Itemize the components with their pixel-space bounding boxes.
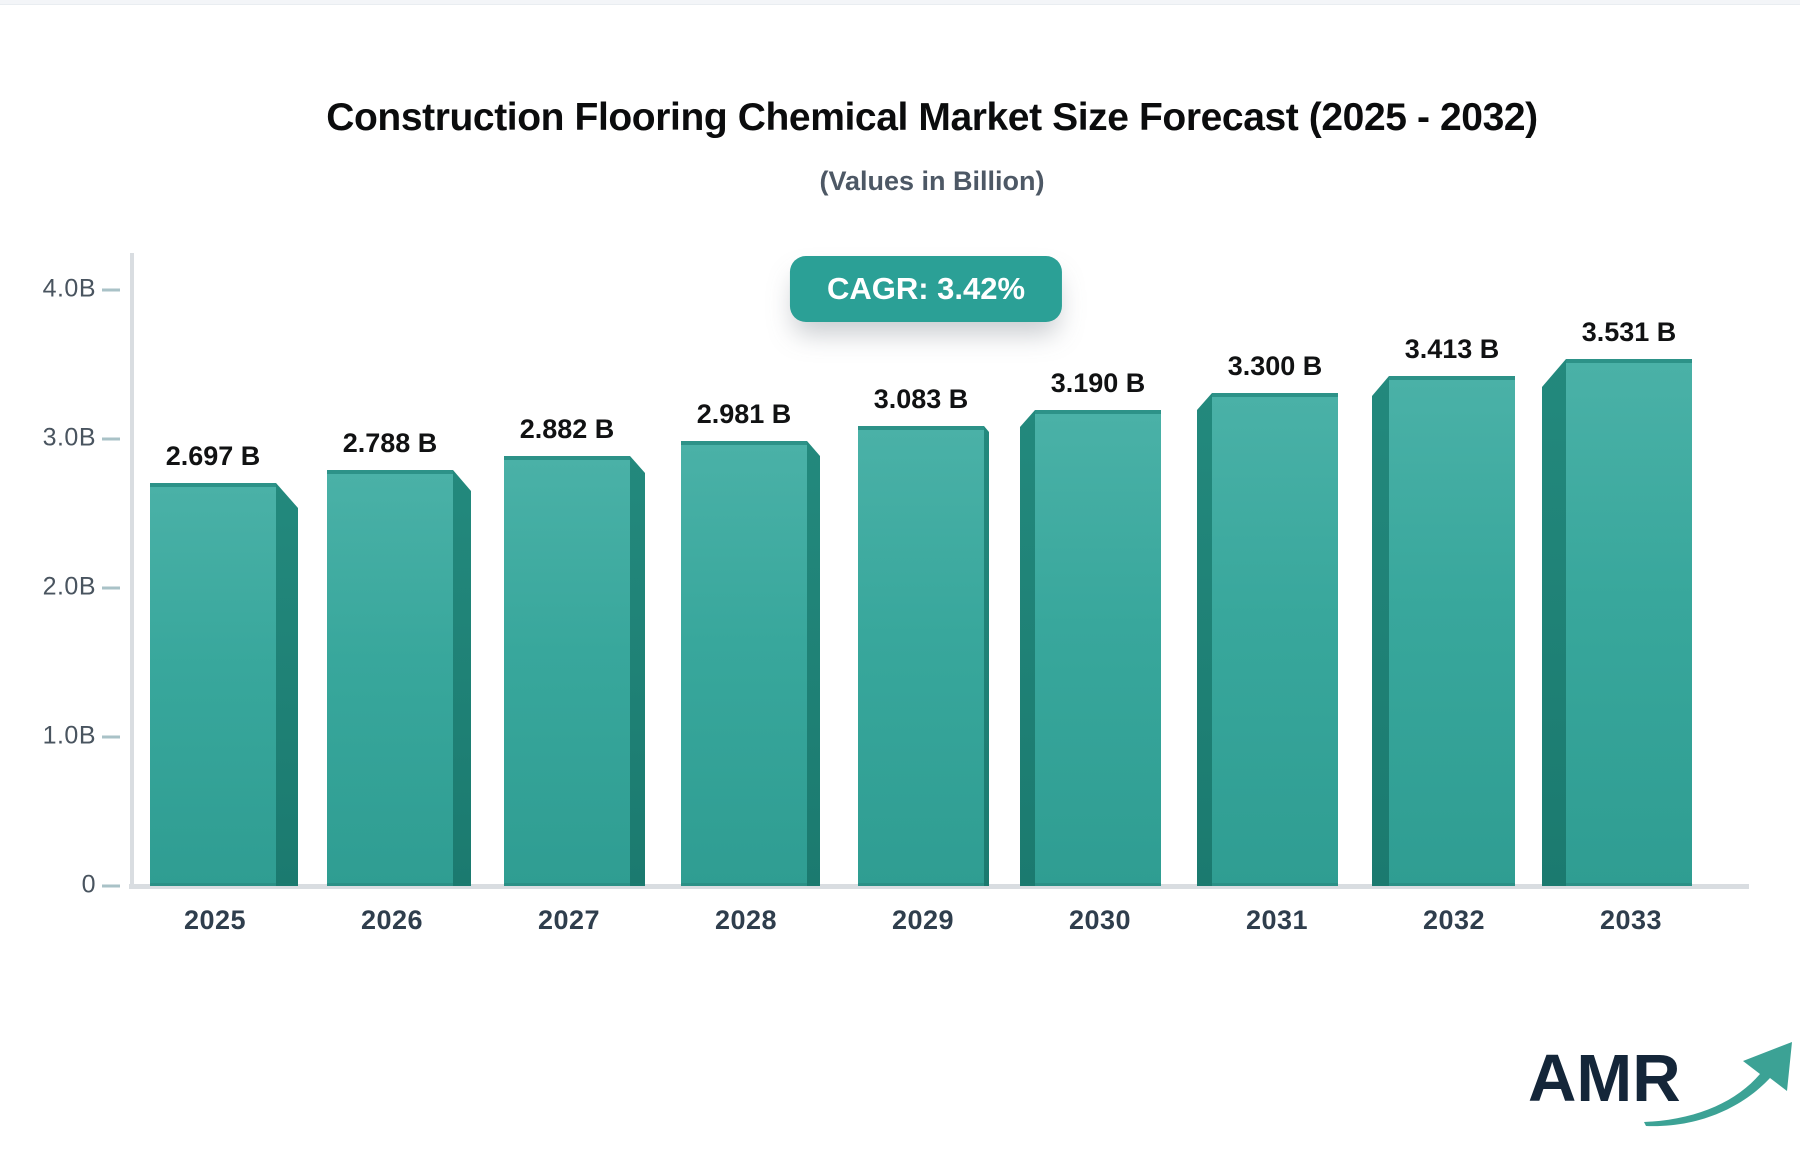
amr-logo: AMR: [1528, 1038, 1792, 1128]
bar-2031: [1212, 393, 1338, 886]
bar-3d-side-2025: [276, 483, 298, 886]
y-axis-tick-mark: [102, 884, 120, 888]
bar-2033: [1566, 359, 1692, 886]
bar-3d-side-2032: [1372, 376, 1389, 886]
x-axis-label-2032: 2032: [1422, 905, 1486, 935]
bar-3d-side-2027: [630, 456, 645, 886]
bar-value-label-2027: 2.882 B: [519, 414, 615, 444]
x-axis-label-2030: 2030: [1068, 905, 1132, 935]
growth-arrow-icon: [1644, 1042, 1792, 1127]
bar-3d-side-2029: [984, 426, 989, 886]
x-axis-label-2031: 2031: [1245, 905, 1309, 935]
bar-2027: [504, 456, 630, 886]
y-axis-tick-label-0: 0: [81, 870, 96, 899]
y-axis-tick-mark: [102, 437, 120, 441]
bar-value-label-2026: 2.788 B: [342, 428, 438, 458]
y-axis-tick-label-3.0B: 3.0B: [42, 423, 96, 452]
x-axis-line: [129, 884, 1749, 889]
x-axis-label-2028: 2028: [714, 905, 778, 935]
bar-2030: [1035, 410, 1161, 886]
y-axis-tick-label-4.0B: 4.0B: [42, 274, 96, 303]
bar-value-label-2032: 3.413 B: [1404, 334, 1500, 364]
bar-2025: [150, 483, 276, 886]
bar-3d-side-2030: [1020, 410, 1035, 886]
y-axis-tick-mark: [102, 586, 120, 590]
bar-3d-side-2028: [807, 441, 820, 886]
x-axis-label-2026: 2026: [360, 905, 424, 935]
screenshot-top-edge: [0, 0, 1800, 5]
bar-value-label-2025: 2.697 B: [165, 441, 261, 471]
y-axis-tick-label-2.0B: 2.0B: [42, 572, 96, 601]
x-axis-label-2025: 2025: [183, 905, 247, 935]
y-axis-tick-label-1.0B: 1.0B: [42, 721, 96, 750]
bar-2026: [327, 470, 453, 886]
amr-logo-text: AMR: [1528, 1041, 1681, 1116]
bar-value-label-2030: 3.190 B: [1050, 368, 1146, 398]
bar-2029: [858, 426, 984, 886]
bar-value-label-2033: 3.531 B: [1581, 317, 1677, 347]
y-axis-tick-mark: [102, 288, 120, 292]
bar-3d-side-2026: [453, 470, 471, 886]
cagr-badge: CAGR: 3.42%: [789, 256, 1063, 322]
x-axis-label-2029: 2029: [891, 905, 955, 935]
bar-value-label-2028: 2.981 B: [696, 399, 792, 429]
y-axis-tick-mark: [102, 735, 120, 739]
chart-title: Construction Flooring Chemical Market Si…: [326, 96, 1538, 139]
chart-subtitle: (Values in Billion): [819, 166, 1045, 196]
y-axis-line: [130, 253, 134, 889]
bar-2032: [1389, 376, 1515, 886]
x-axis-label-2027: 2027: [537, 905, 601, 935]
bar-3d-side-2033: [1542, 359, 1566, 886]
bar-value-label-2029: 3.083 B: [873, 384, 969, 414]
x-axis-label-2033: 2033: [1599, 905, 1663, 935]
bar-2028: [681, 441, 807, 886]
bar-3d-side-2031: [1197, 393, 1212, 886]
bar-value-label-2031: 3.300 B: [1227, 351, 1323, 381]
